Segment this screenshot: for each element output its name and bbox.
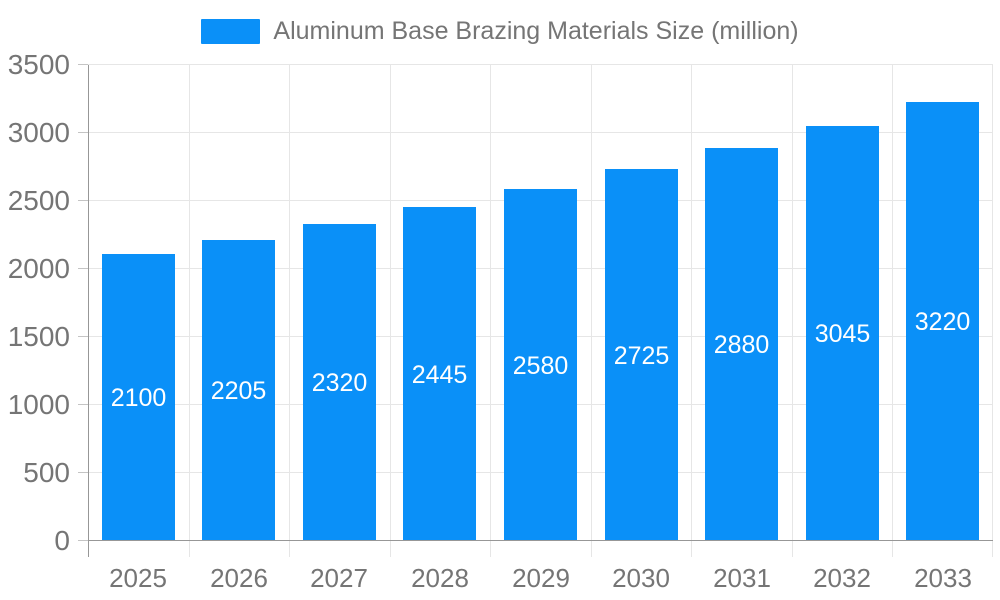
y-axis-tick xyxy=(78,132,88,133)
bar[interactable] xyxy=(705,148,778,540)
bar-value-label: 2320 xyxy=(311,369,368,397)
bar-value-label: 2580 xyxy=(512,352,569,380)
x-axis-label: 2032 xyxy=(813,563,871,593)
plot-area: 0 500 1000 1500 2000 2500 3000 3500 2100 2025 2205… xyxy=(8,50,993,593)
v-gridline xyxy=(390,65,391,557)
x-axis-label: 2033 xyxy=(914,563,972,593)
x-axis-label: 2030 xyxy=(612,563,670,593)
x-axis-line xyxy=(88,540,993,541)
bar[interactable] xyxy=(906,102,979,540)
v-gridline xyxy=(490,65,491,557)
bar[interactable] xyxy=(102,254,175,540)
v-gridline xyxy=(792,65,793,557)
bar[interactable] xyxy=(605,169,678,540)
v-gridline xyxy=(992,65,993,557)
h-gridline xyxy=(88,132,993,133)
bar[interactable] xyxy=(403,207,476,540)
bar-value-label: 2725 xyxy=(613,342,670,370)
v-gridline xyxy=(189,65,190,557)
v-gridline xyxy=(691,65,692,557)
x-axis-label: 2027 xyxy=(310,563,368,593)
bar-value-label: 2100 xyxy=(110,384,167,412)
bar[interactable] xyxy=(202,240,275,540)
y-axis-label: 3000 xyxy=(7,117,70,148)
v-gridline xyxy=(892,65,893,557)
legend-label: Aluminum Base Brazing Materials Size (mi… xyxy=(273,16,799,45)
y-axis-label: 1000 xyxy=(7,389,70,420)
y-axis-label: 0 xyxy=(54,525,70,556)
bar-value-label: 3220 xyxy=(914,308,971,336)
x-axis-label: 2028 xyxy=(411,563,469,593)
legend[interactable]: Aluminum Base Brazing Materials Size (mi… xyxy=(0,16,1000,46)
y-axis-tick xyxy=(78,404,88,405)
bar-value-label: 2880 xyxy=(713,331,770,359)
y-axis-label: 2000 xyxy=(7,253,70,284)
x-axis-label: 2026 xyxy=(210,563,268,593)
bar-value-label: 2205 xyxy=(210,377,267,405)
bar[interactable] xyxy=(806,126,879,540)
y-axis-label: 500 xyxy=(23,457,70,488)
h-gridline xyxy=(88,64,993,65)
x-axis-label: 2031 xyxy=(713,563,771,593)
bar[interactable] xyxy=(303,224,376,540)
bar[interactable] xyxy=(504,189,577,540)
x-axis-label: 2029 xyxy=(512,563,570,593)
y-axis-tick xyxy=(78,268,88,269)
legend-swatch xyxy=(201,18,261,44)
y-axis-label: 1500 xyxy=(7,321,70,352)
v-gridline xyxy=(591,65,592,557)
y-axis-tick xyxy=(78,200,88,201)
y-axis-tick xyxy=(78,540,88,541)
y-axis-label: 2500 xyxy=(7,185,70,216)
y-axis-tick xyxy=(78,472,88,473)
y-axis-tick xyxy=(78,336,88,337)
y-axis-line xyxy=(88,65,89,557)
y-axis-label: 3500 xyxy=(7,49,70,80)
v-gridline xyxy=(289,65,290,557)
x-axis-label: 2025 xyxy=(109,563,167,593)
bar-value-label: 2445 xyxy=(411,361,468,389)
y-axis-tick xyxy=(78,64,88,65)
bar-value-label: 3045 xyxy=(814,320,871,348)
